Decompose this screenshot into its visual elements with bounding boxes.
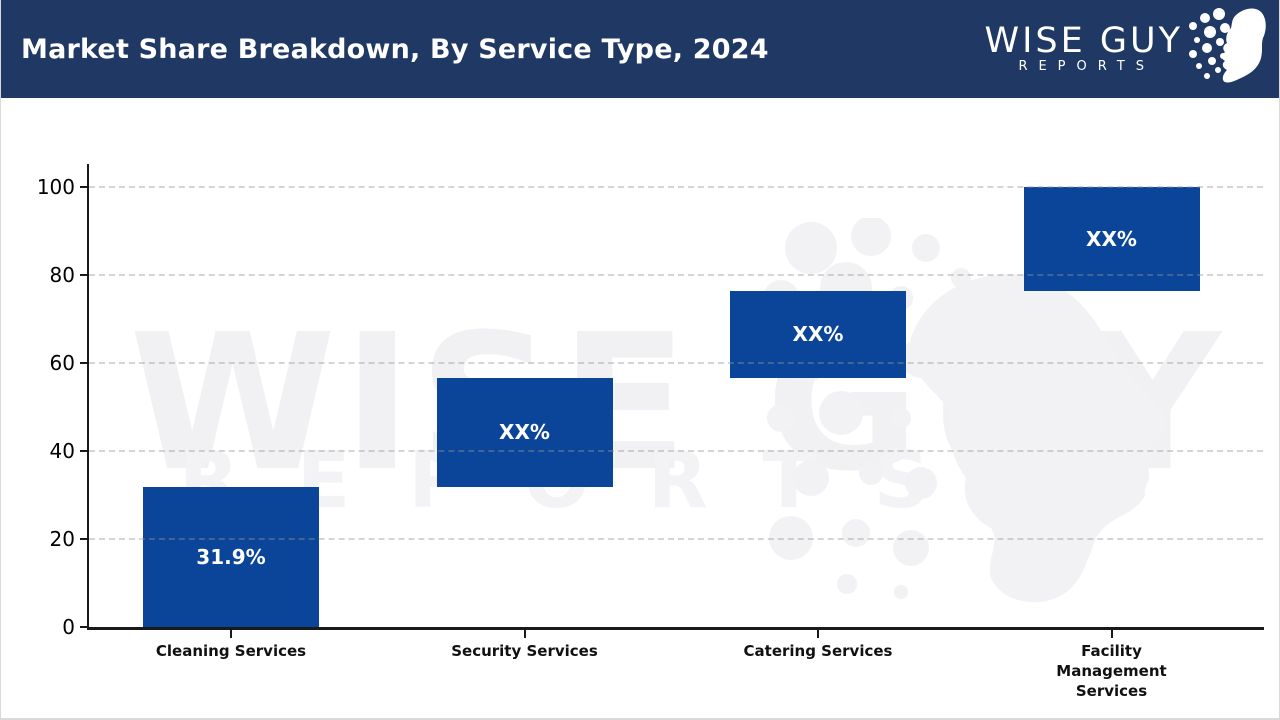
brand-logo: WISE GUY REPORTS: [984, 4, 1279, 94]
brand-name: WISE GUY: [984, 21, 1183, 61]
y-tick-mark: [80, 362, 87, 364]
y-tick-label: 20: [49, 527, 75, 551]
chart-area: WISE GUY REPORTS 31.9%XX%XX%XX%020406080…: [1, 98, 1279, 718]
x-tick-mark: [230, 630, 232, 638]
x-category-label: Cleaning Services: [155, 642, 307, 660]
y-tick-label: 60: [49, 351, 75, 375]
x-category-label: Facility Management Services: [1056, 642, 1167, 700]
page-title: Market Share Breakdown, By Service Type,…: [21, 33, 769, 65]
x-tick-mark: [817, 630, 819, 638]
header-bar: Market Share Breakdown, By Service Type,…: [1, 0, 1279, 98]
brand-wordmark: WISE GUY REPORTS: [984, 23, 1183, 75]
brand-face-icon: [1185, 4, 1267, 94]
brand-subtitle: REPORTS: [1018, 59, 1156, 74]
gridline: [89, 450, 1263, 452]
y-tick-mark: [80, 274, 87, 276]
y-tick-mark: [80, 450, 87, 452]
x-tick-mark: [523, 630, 526, 638]
bar-security-services: XX%: [436, 377, 613, 487]
y-tick-mark: [80, 186, 87, 188]
x-category-label: Catering Services: [743, 642, 893, 660]
bar-value-label: XX%: [1086, 226, 1137, 251]
gridline: [89, 538, 1263, 540]
bar-cleaning-services: 31.9%: [143, 486, 319, 627]
gridline: [89, 362, 1263, 364]
bar-facility-management-services: XX%: [1023, 187, 1200, 291]
y-axis: [87, 164, 89, 630]
x-category-label: Security Services: [451, 642, 598, 660]
bar-catering-services: XX%: [730, 290, 906, 378]
y-tick-mark: [80, 626, 87, 628]
bar-value-label: XX%: [499, 420, 550, 445]
y-tick-mark: [80, 538, 87, 540]
x-axis: [87, 627, 1264, 630]
y-tick-label: 100: [36, 175, 75, 199]
bar-value-label: 31.9%: [196, 544, 266, 569]
y-tick-label: 0: [62, 615, 75, 639]
y-tick-label: 40: [49, 439, 75, 463]
y-tick-label: 80: [49, 263, 75, 287]
gridline: [89, 274, 1263, 276]
gridline: [89, 186, 1263, 188]
bar-value-label: XX%: [792, 322, 844, 347]
x-tick-mark: [1110, 630, 1113, 638]
